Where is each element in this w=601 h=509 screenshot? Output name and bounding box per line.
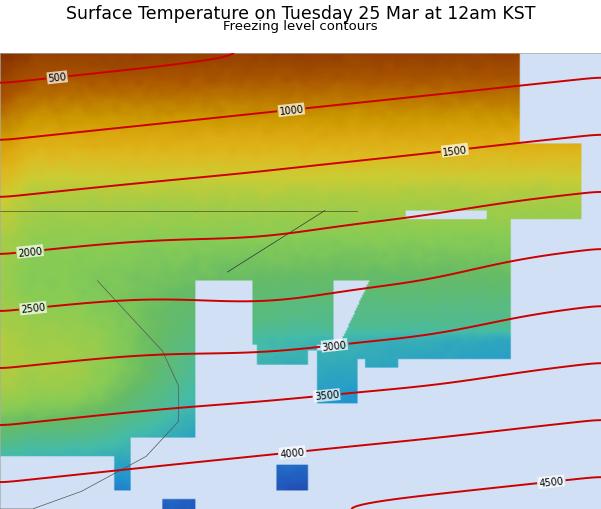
Text: 4500: 4500: [538, 475, 564, 488]
Text: 3000: 3000: [322, 340, 347, 352]
Text: Surface Temperature on Tuesday 25 Mar at 12am KST: Surface Temperature on Tuesday 25 Mar at…: [66, 5, 535, 23]
Text: 2000: 2000: [17, 246, 43, 258]
Text: 4000: 4000: [279, 446, 305, 459]
Text: Freezing level contours: Freezing level contours: [223, 20, 378, 33]
Text: 1500: 1500: [442, 145, 468, 157]
Text: 500: 500: [47, 72, 67, 84]
Text: 2500: 2500: [20, 302, 46, 315]
Text: 1000: 1000: [279, 104, 304, 117]
Text: 3500: 3500: [314, 389, 340, 402]
